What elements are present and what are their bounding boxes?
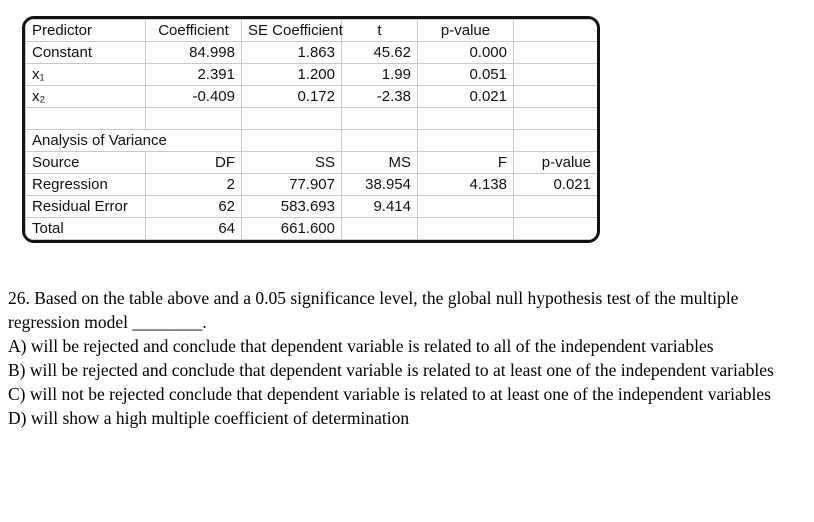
cell-t: -2.38 <box>341 85 418 108</box>
cell-se: 0.172 <box>241 85 342 108</box>
cell-df: 64 <box>145 217 242 240</box>
col-header-source: Source <box>25 151 146 174</box>
cell-f: 4.138 <box>417 173 514 196</box>
col-header-ss: SS <box>241 151 342 174</box>
empty-cell <box>513 19 597 42</box>
col-header-anova-p-value: p-value <box>513 151 597 174</box>
coef-header-row: Predictor Coefficient SE Coefficient t p… <box>25 19 597 42</box>
cell-ss: 77.907 <box>241 173 342 196</box>
table-row-x2: x₂ -0.409 0.172 -2.38 0.021 <box>25 85 597 108</box>
col-header-t: t <box>341 19 418 42</box>
cell-predictor: x₁ <box>25 63 146 86</box>
option-a: A) will be rejected and conclude that de… <box>8 336 714 356</box>
cell-predictor: x₂ <box>25 85 146 108</box>
col-header-se-coefficient: SE Coefficient <box>241 19 343 42</box>
anova-header-row: Source DF SS MS F p-value <box>25 151 597 174</box>
cell-ms: 9.414 <box>341 195 418 218</box>
col-header-predictor: Predictor <box>25 19 146 42</box>
cell-df: 2 <box>145 173 242 196</box>
cell-p: 0.021 <box>513 173 597 196</box>
cell-f <box>417 195 514 218</box>
cell-t: 1.99 <box>341 63 418 86</box>
option-d: D) will show a high multiple coefficient… <box>8 408 410 428</box>
table-row-regression: Regression 2 77.907 38.954 4.138 0.021 <box>25 173 597 196</box>
option-b: B) will be rejected and conclude that de… <box>8 360 774 380</box>
stats-table: Predictor Coefficient SE Coefficient t p… <box>25 19 597 240</box>
empty-cell <box>513 63 597 86</box>
col-header-p-value: p-value <box>417 19 514 42</box>
table-row-constant: Constant 84.998 1.863 45.62 0.000 <box>25 41 597 64</box>
cell-coefficient: -0.409 <box>145 85 242 108</box>
col-header-f: F <box>417 151 514 174</box>
regression-output-table: Predictor Coefficient SE Coefficient t p… <box>22 16 600 243</box>
anova-title-row: Analysis of Variance <box>25 129 597 152</box>
cell-p: 0.000 <box>417 41 514 64</box>
cell-p <box>513 217 597 240</box>
table-row-x1: x₁ 2.391 1.200 1.99 0.051 <box>25 63 597 86</box>
cell-p: 0.051 <box>417 63 514 86</box>
cell-ss: 661.600 <box>241 217 342 240</box>
cell-ms <box>341 217 418 240</box>
cell-source: Total <box>25 217 146 240</box>
table-row-total: Total 64 661.600 <box>25 217 597 240</box>
cell-source: Regression <box>25 173 146 196</box>
empty-cell <box>513 41 597 64</box>
col-header-ms: MS <box>341 151 418 174</box>
question-block: 26. Based on the table above and a 0.05 … <box>8 286 776 430</box>
anova-title: Analysis of Variance <box>25 129 242 152</box>
cell-p: 0.021 <box>417 85 514 108</box>
cell-se: 1.200 <box>241 63 342 86</box>
cell-f <box>417 217 514 240</box>
cell-coefficient: 2.391 <box>145 63 242 86</box>
cell-ms: 38.954 <box>341 173 418 196</box>
cell-se: 1.863 <box>241 41 342 64</box>
col-header-coefficient: Coefficient <box>145 19 242 42</box>
cell-predictor: Constant <box>25 41 146 64</box>
option-c: C) will not be rejected conclude that de… <box>8 384 771 404</box>
question-stem: 26. Based on the table above and a 0.05 … <box>8 288 739 332</box>
empty-cell <box>513 85 597 108</box>
cell-ss: 583.693 <box>241 195 342 218</box>
cell-source: Residual Error <box>25 195 146 218</box>
cell-t: 45.62 <box>341 41 418 64</box>
cell-p <box>513 195 597 218</box>
table-row-residual-error: Residual Error 62 583.693 9.414 <box>25 195 597 218</box>
cell-df: 62 <box>145 195 242 218</box>
col-header-df: DF <box>145 151 242 174</box>
cell-coefficient: 84.998 <box>145 41 242 64</box>
empty-row <box>25 107 597 130</box>
